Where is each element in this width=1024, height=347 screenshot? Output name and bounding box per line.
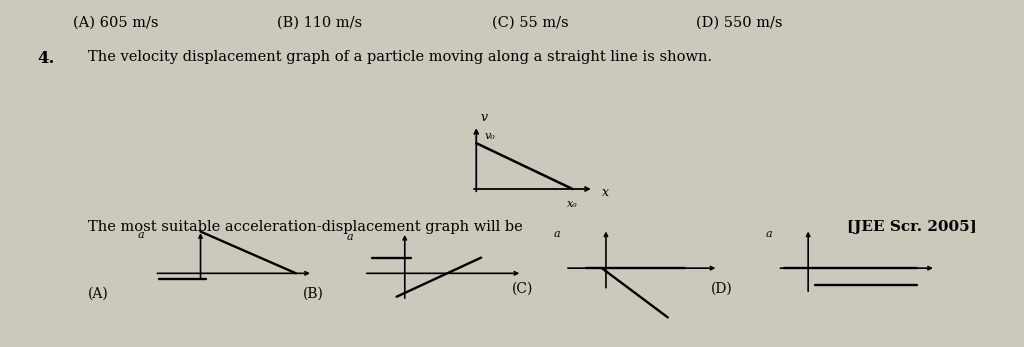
Text: (A) 605 m/s: (A) 605 m/s <box>73 15 159 29</box>
Text: (C): (C) <box>512 282 534 296</box>
Text: (A): (A) <box>88 287 109 301</box>
Text: a: a <box>766 229 772 239</box>
Text: v: v <box>480 111 487 124</box>
Text: (C) 55 m/s: (C) 55 m/s <box>492 15 568 29</box>
Text: (D) 550 m/s: (D) 550 m/s <box>696 15 782 29</box>
Text: [JEE Scr. 2005]: [JEE Scr. 2005] <box>847 220 977 234</box>
Text: (B) 110 m/s: (B) 110 m/s <box>278 15 362 29</box>
Text: (B): (B) <box>303 287 324 301</box>
Text: a: a <box>347 232 353 242</box>
Text: a: a <box>138 230 144 240</box>
Text: x₀: x₀ <box>567 198 579 209</box>
Text: x: x <box>602 186 609 199</box>
Text: v₀: v₀ <box>484 132 496 142</box>
Text: a: a <box>553 229 560 239</box>
Text: 4.: 4. <box>37 50 54 67</box>
Text: (D): (D) <box>711 282 733 296</box>
Text: The velocity displacement graph of a particle moving along a straight line is sh: The velocity displacement graph of a par… <box>88 50 713 64</box>
Text: The most suitable acceleration-displacement graph will be: The most suitable acceleration-displacem… <box>88 220 523 234</box>
